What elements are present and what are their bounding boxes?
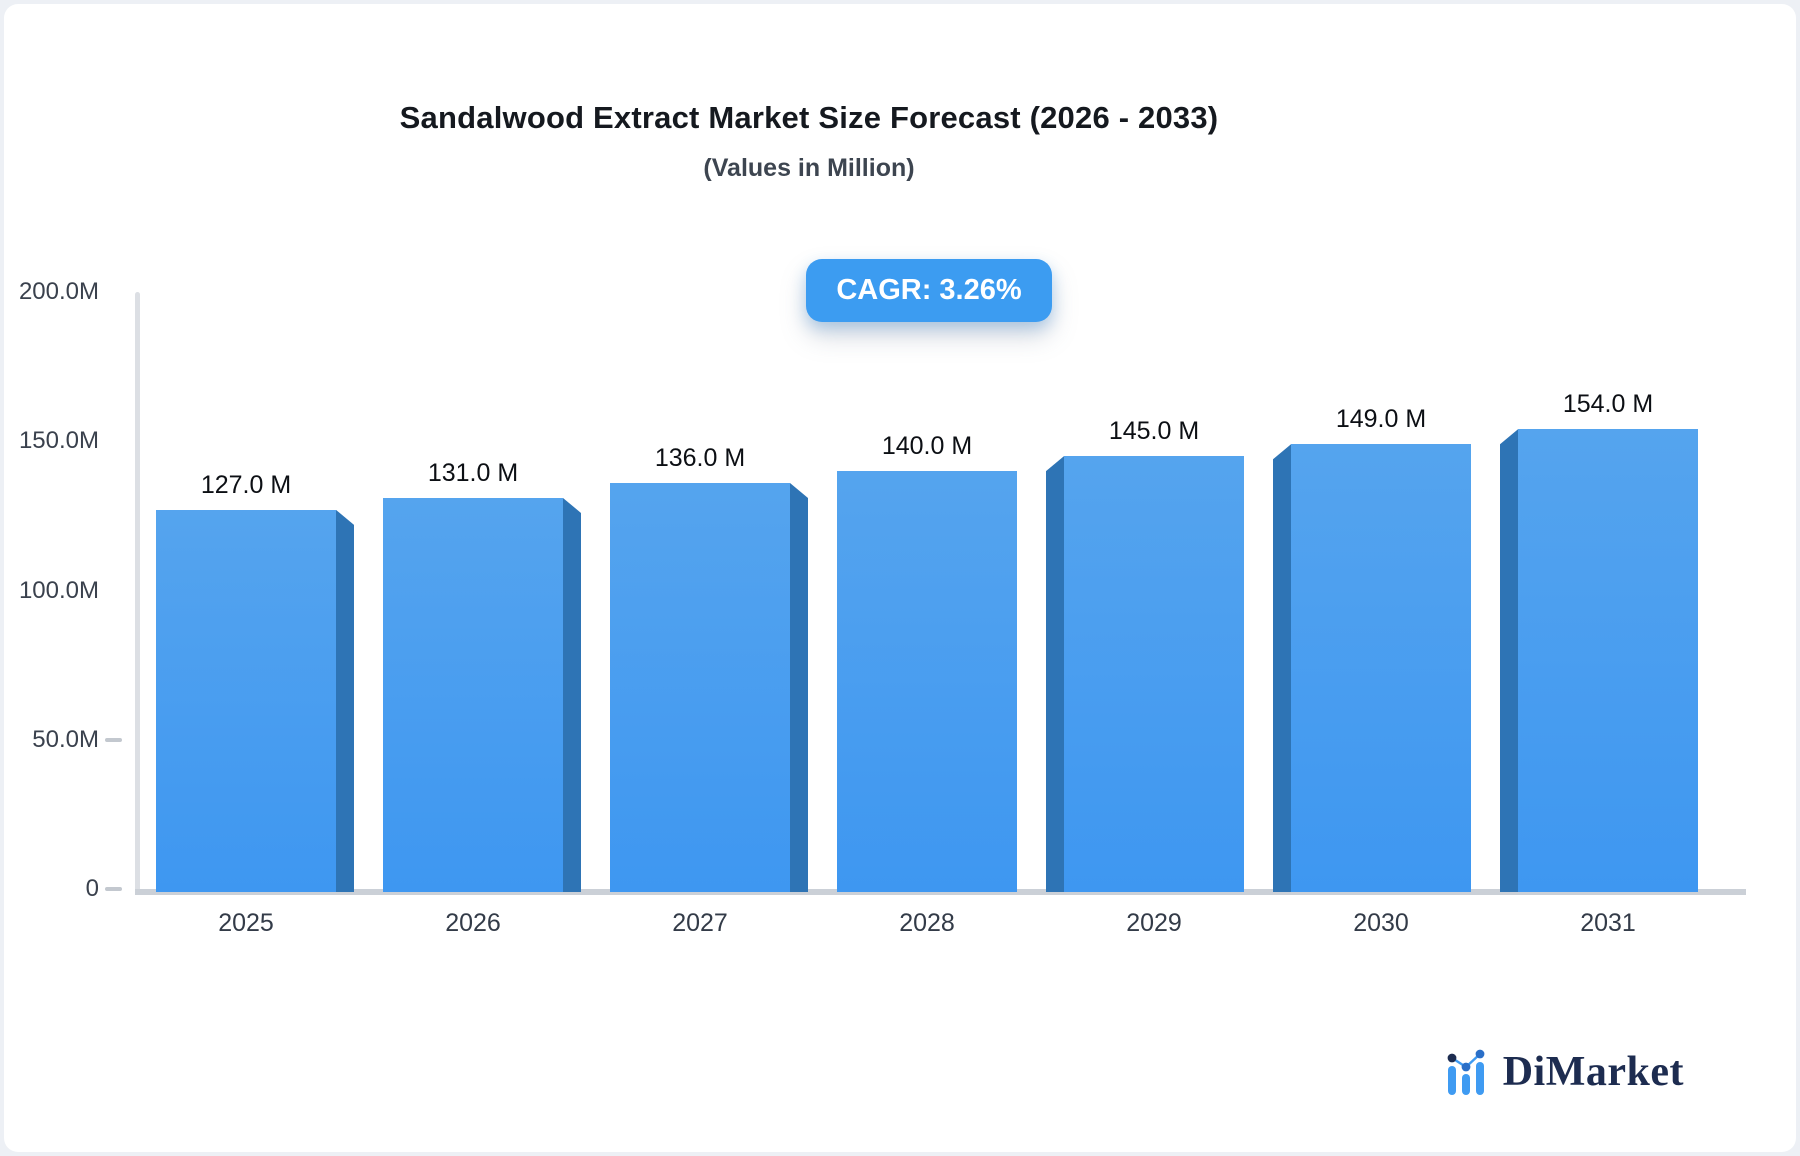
y-axis-label: 0 [85,875,99,902]
bar-2026 [383,497,563,892]
y-axis-label: 100.0M [18,576,99,604]
chart-subtitle: (Values in Million) [703,154,915,182]
bar-3d-side [1046,456,1064,892]
bar-3d-side [563,497,581,892]
x-axis-label: 2030 [1353,909,1409,937]
x-axis-label: 2029 [1126,909,1182,937]
y-axis-tick [105,737,122,742]
bar-2027 [610,483,790,892]
chart-header: Sandalwood Extract Market Size Forecast … [4,100,1614,183]
logo-text: DiMarket [1502,1049,1684,1095]
bar-value-label: 149.0 M [1335,405,1427,434]
bar-value-label: 140.0 M [881,432,973,461]
x-axis-label: 2025 [218,909,274,937]
y-axis-label: 150.0M [18,427,99,455]
x-axis-label: 2026 [445,909,501,937]
y-axis-label: 50.0M [32,725,99,753]
x-axis-label: 2031 [1580,909,1636,937]
bar-value-label: 127.0 M [200,470,292,499]
bar-3d-side [336,509,354,892]
bar-2029 [1064,456,1244,892]
bar-chart-logo-icon [1447,1049,1485,1095]
x-axis-line [135,889,1746,895]
cagr-badge-row: CAGR: 3.26% [4,259,1800,322]
bar-value-label: 131.0 M [427,458,519,487]
bar-2031 [1518,429,1698,892]
bar-value-label: 136.0 M [654,444,746,473]
bar-2025 [156,509,336,892]
chart-card: Sandalwood Extract Market Size Forecast … [4,4,1796,1152]
bar-3d-side [1273,444,1291,892]
y-axis-line [135,292,140,893]
bar-value-label: 145.0 M [1108,417,1200,446]
y-axis-tick [105,887,122,891]
x-axis-label: 2028 [899,909,955,937]
bar-3d-side [1500,429,1518,892]
bar-3d-side [790,483,808,892]
chart-title: Sandalwood Extract Market Size Forecast … [399,100,1219,135]
bar-2028 [837,471,1017,892]
y-axis-label: 200.0M [18,278,99,305]
dimarket-logo: DiMarket [1447,1042,1684,1102]
bar-value-label: 154.0 M [1562,390,1654,419]
cagr-badge: CAGR: 3.26% [806,259,1052,322]
bar-2030 [1291,444,1471,892]
x-axis-label: 2027 [672,909,728,937]
